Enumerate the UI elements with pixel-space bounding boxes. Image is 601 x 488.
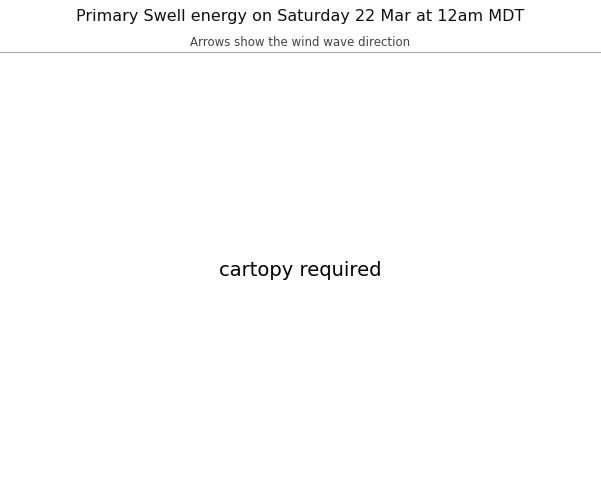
Text: cartopy required: cartopy required [219, 261, 382, 280]
Text: Primary Swell energy on Saturday 22 Mar at 12am MDT: Primary Swell energy on Saturday 22 Mar … [76, 9, 525, 24]
Text: Arrows show the wind wave direction: Arrows show the wind wave direction [191, 36, 410, 49]
